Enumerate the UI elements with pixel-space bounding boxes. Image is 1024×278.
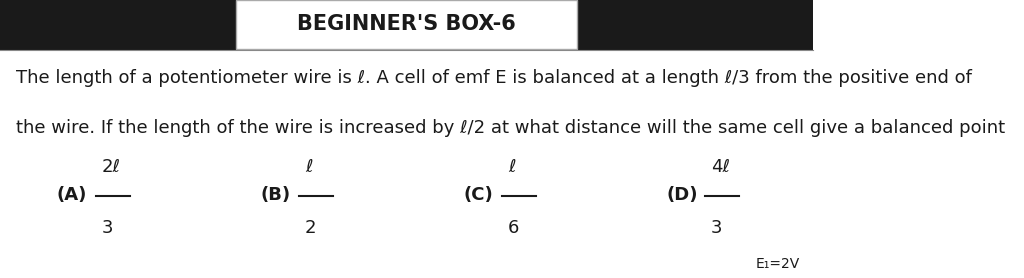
Text: 3: 3 <box>711 219 723 237</box>
Text: 4ℓ: 4ℓ <box>711 158 730 176</box>
Text: E₁=2V: E₁=2V <box>756 257 800 271</box>
Text: (A): (A) <box>57 186 87 203</box>
Text: ℓ: ℓ <box>508 158 515 176</box>
Text: 6: 6 <box>508 219 519 237</box>
FancyBboxPatch shape <box>0 0 813 50</box>
Text: The length of a potentiometer wire is ℓ. A cell of emf E is balanced at a length: The length of a potentiometer wire is ℓ.… <box>16 69 972 87</box>
FancyBboxPatch shape <box>236 0 577 49</box>
Text: (C): (C) <box>463 186 493 203</box>
Text: the wire. If the length of the wire is increased by ℓ/2 at what distance will th: the wire. If the length of the wire is i… <box>16 119 1006 137</box>
Text: (D): (D) <box>667 186 697 203</box>
Text: 2: 2 <box>305 219 316 237</box>
Text: 2ℓ: 2ℓ <box>101 158 121 176</box>
Text: BEGINNER'S BOX-6: BEGINNER'S BOX-6 <box>297 14 516 34</box>
Text: (B): (B) <box>260 186 290 203</box>
Text: ℓ: ℓ <box>305 158 312 176</box>
Text: 3: 3 <box>101 219 113 237</box>
